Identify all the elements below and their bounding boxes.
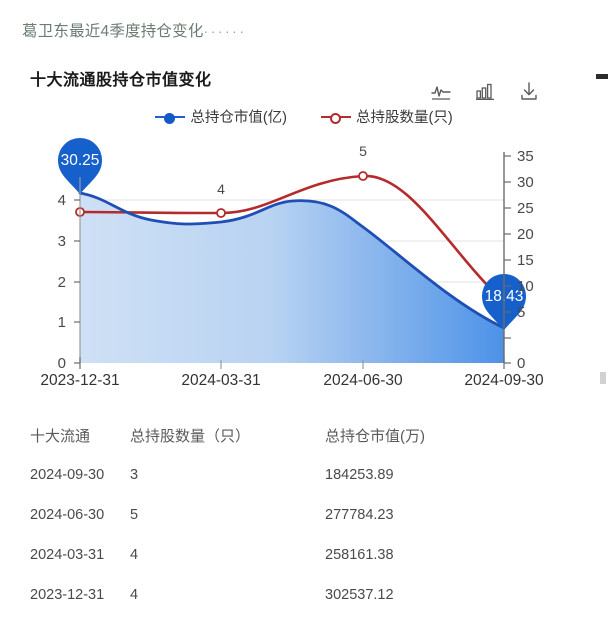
x-tick-1: 2024-03-31 xyxy=(181,372,260,389)
download-icon[interactable] xyxy=(518,80,540,102)
cell-date: 2024-06-30 xyxy=(30,507,105,523)
bar-chart-icon[interactable] xyxy=(474,80,496,102)
cell-shares: 5 xyxy=(130,507,139,523)
x-tick-2: 2024-06-30 xyxy=(323,372,403,389)
table-row[interactable]: 2023-12-31 4 302537.12 xyxy=(0,575,608,615)
table-row[interactable]: 2024-03-31 4 258161.38 xyxy=(0,535,608,575)
legend-label: 总持仓市值(亿) xyxy=(190,110,287,126)
line-chart-icon[interactable] xyxy=(430,80,452,102)
breadcrumb-label: 葛卫东最近4季度持仓变化 xyxy=(22,23,204,40)
chart-axis-right: 35 30 25 20 15 10 5 0 xyxy=(503,148,534,372)
cell-date: 2024-03-31 xyxy=(30,547,105,563)
cell-value: 258161.38 xyxy=(325,547,394,563)
breadcrumb-link[interactable]: 葛卫东最近4季度持仓变化······ xyxy=(22,19,247,41)
chart-axis-left: 4 3 2 1 0 xyxy=(58,177,81,372)
holdings-table: 十大流通 总持股数量（只） 总持仓市值(万) 2024-09-30 3 1842… xyxy=(0,415,608,615)
chart-toolbar xyxy=(430,80,540,102)
breadcrumb-ellipsis: ······ xyxy=(203,23,247,39)
cell-date: 2024-09-30 xyxy=(30,467,105,483)
y-right-tick-30: 30 xyxy=(517,174,534,191)
table-row[interactable]: 2024-06-30 5 277784.23 xyxy=(0,495,608,535)
y-left-tick-1: 1 xyxy=(58,314,66,331)
y-right-tick-35: 35 xyxy=(517,148,534,165)
y-left-tick-2: 2 xyxy=(58,274,66,291)
data-label-share-q2: 5 xyxy=(359,143,367,159)
adjacent-panel-fragment xyxy=(596,74,608,79)
table-header-shares: 总持股数量（只） xyxy=(130,427,251,445)
chart-canvas: 4 5 30.25 18.43 4 3 2 xyxy=(0,132,608,394)
legend-item-market-value[interactable]: 总持仓市值(亿) xyxy=(155,106,287,127)
page-title: 十大流通股持仓市值变化 xyxy=(30,72,212,89)
x-tick-3: 2024-09-30 xyxy=(464,372,544,389)
table-header-date: 十大流通 xyxy=(30,427,91,445)
y-right-tick-20: 20 xyxy=(517,226,534,243)
cell-value: 277784.23 xyxy=(325,507,394,523)
y-left-tick-0: 0 xyxy=(58,355,66,372)
legend-item-share-count[interactable]: 总持股数量(只) xyxy=(321,106,453,127)
y-right-tick-0: 0 xyxy=(517,355,525,372)
legend-swatch-filled-circle-icon xyxy=(155,110,186,124)
cell-shares: 3 xyxy=(130,467,139,483)
y-left-tick-4: 4 xyxy=(58,192,66,209)
cell-shares: 4 xyxy=(130,547,139,563)
table-header-row: 十大流通 总持股数量（只） 总持仓市值(万) xyxy=(0,415,608,455)
cell-value: 302537.12 xyxy=(325,587,394,603)
cell-value: 184253.89 xyxy=(325,467,394,483)
chart-line-share-count xyxy=(78,174,506,304)
y-right-tick-15: 15 xyxy=(517,252,534,269)
adjacent-panel-fragment-lower xyxy=(600,372,606,384)
chart-line-market-value xyxy=(78,191,506,330)
y-left-tick-3: 3 xyxy=(58,233,66,250)
chart-axis-x: 2023-12-31 2024-03-31 2024-06-30 2024-09… xyxy=(40,357,544,389)
cell-date: 2023-12-31 xyxy=(30,587,105,603)
y-right-tick-5: 5 xyxy=(517,304,525,321)
marker-pin-first-label: 30.25 xyxy=(61,152,100,169)
chart-area-market-value xyxy=(80,193,504,363)
marker-pin-first: 30.25 xyxy=(58,138,102,194)
legend-swatch-hollow-circle-icon xyxy=(321,110,351,124)
table-row[interactable]: 2024-09-30 3 184253.89 xyxy=(0,455,608,495)
table-header-value: 总持仓市值(万) xyxy=(325,427,425,445)
cell-shares: 4 xyxy=(130,587,139,603)
y-right-tick-25: 25 xyxy=(517,200,534,217)
data-label-share-q1: 4 xyxy=(217,181,225,197)
x-tick-0: 2023-12-31 xyxy=(40,372,119,389)
legend-label: 总持股数量(只) xyxy=(356,110,453,126)
chart-svg: 4 5 30.25 18.43 4 3 2 xyxy=(40,138,544,389)
chart-legend: 总持仓市值(亿) 总持股数量(只) xyxy=(0,106,608,127)
y-right-tick-10: 10 xyxy=(517,278,534,295)
